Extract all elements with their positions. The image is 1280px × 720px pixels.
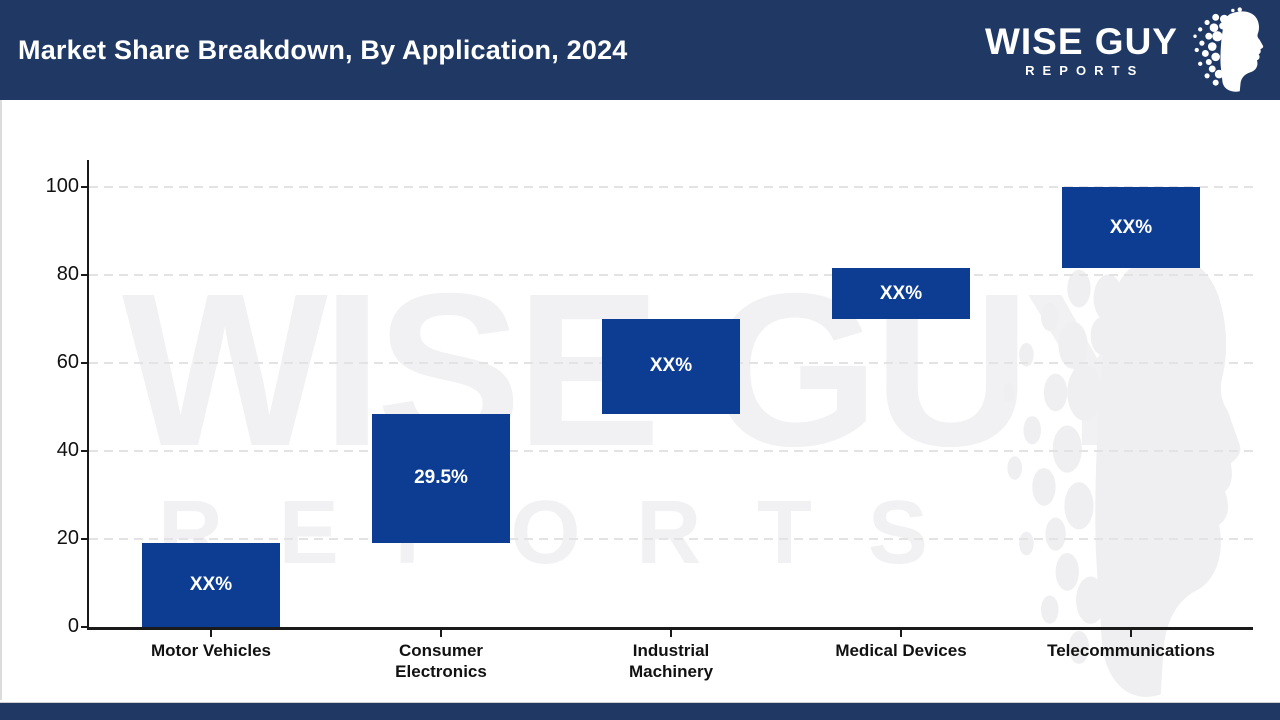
x-tick-mark: [900, 629, 902, 637]
bar-value-label: XX%: [879, 282, 923, 304]
x-tick-mark: [440, 629, 442, 637]
bar-value-label: XX%: [649, 355, 693, 377]
x-tick-label-4: Telecommunications: [1021, 640, 1241, 661]
bar-telecommunications: XX%: [1062, 187, 1200, 269]
x-tick-label-2: Industrial Machinery: [561, 640, 781, 682]
y-tick-label: 40: [56, 439, 79, 461]
header-bar: Market Share Breakdown, By Application, …: [0, 0, 1280, 100]
category-label-line: Telecommunications: [1047, 641, 1215, 660]
x-tick-mark: [670, 629, 672, 637]
bar-consumer-electronics: 29.5%: [372, 413, 510, 544]
y-gridline: [89, 274, 1253, 276]
category-label-line: Machinery: [628, 662, 714, 681]
y-tick-mark: [81, 186, 89, 188]
y-tick-mark: [81, 626, 89, 628]
category-label-line: Electronics: [395, 662, 487, 681]
bar-motor-vehicles: XX%: [142, 543, 280, 627]
x-tick-label-1: Consumer Electronics: [331, 640, 551, 682]
page-title: Market Share Breakdown, By Application, …: [18, 34, 628, 65]
bar-value-label: XX%: [1109, 216, 1153, 238]
category-label-line: Consumer: [398, 641, 484, 660]
x-tick-mark: [210, 629, 212, 637]
y-tick-label: 100: [45, 175, 79, 197]
watermark-subtitle: REPORTS: [158, 483, 984, 583]
logo-text: WISE GUY REPORTS: [985, 23, 1178, 77]
logo-subtitle: REPORTS: [1025, 63, 1145, 78]
y-gridline: [89, 538, 1253, 540]
bar-value-label: XX%: [189, 574, 233, 596]
bar-value-label: 29.5%: [414, 467, 468, 489]
bar-industrial-machinery: XX%: [602, 319, 740, 414]
y-tick-label: 80: [56, 263, 79, 285]
left-edge-line: [0, 100, 2, 700]
y-tick-label: 20: [56, 527, 79, 549]
dotted-head-icon: [1193, 7, 1264, 92]
plot-area: 0 20 40 60 80 100 XX% Motor Vehicles 29.5% Consum…: [0, 100, 1280, 702]
y-axis-spine: [87, 160, 89, 627]
bar-medical-devices: XX%: [832, 268, 970, 319]
y-tick-mark: [81, 450, 89, 452]
logo-wordmark: WISE GUY: [984, 21, 1178, 62]
y-gridline: [89, 450, 1253, 452]
x-tick-label-3: Medical Devices: [791, 640, 1011, 661]
y-tick-label: 0: [67, 615, 79, 637]
x-axis-spine: [87, 627, 1253, 630]
x-tick-mark: [1130, 629, 1132, 637]
watermark-head-icon: [1003, 234, 1241, 697]
y-tick-label: 60: [56, 351, 79, 373]
y-gridline: [89, 186, 1253, 188]
category-label-line: Industrial: [632, 641, 710, 660]
footer-bar: [0, 702, 1280, 720]
wise-guy-reports-logo: WISE GUY REPORTS: [985, 6, 1272, 94]
y-tick-mark: [81, 274, 89, 276]
y-tick-mark: [81, 538, 89, 540]
category-label-line: Motor Vehicles: [151, 641, 271, 660]
category-label-line: Medical Devices: [835, 641, 967, 660]
x-tick-label-0: Motor Vehicles: [101, 640, 321, 661]
y-tick-mark: [81, 362, 89, 364]
